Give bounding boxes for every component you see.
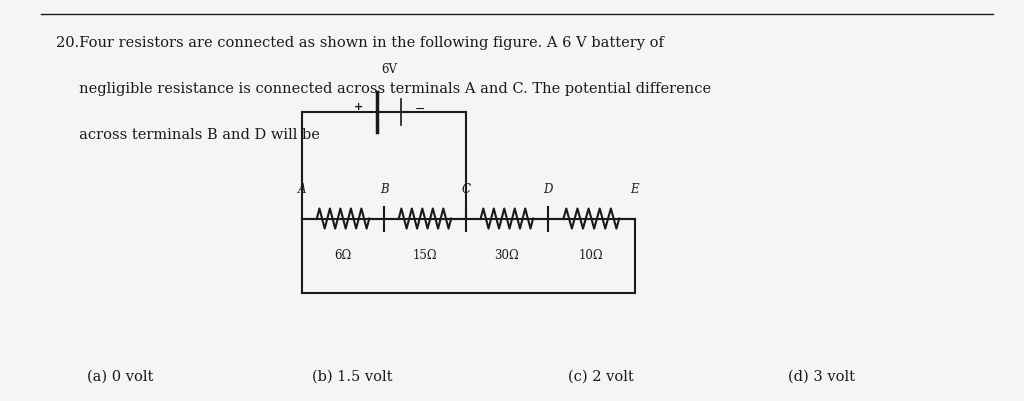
Text: 6Ω: 6Ω: [335, 249, 351, 261]
Text: E: E: [631, 184, 639, 196]
Text: across terminals B and D will be: across terminals B and D will be: [56, 128, 321, 142]
Text: (d) 3 volt: (d) 3 volt: [788, 370, 855, 384]
Text: A: A: [298, 184, 306, 196]
Text: C: C: [462, 184, 470, 196]
Text: D: D: [543, 184, 553, 196]
Text: (c) 2 volt: (c) 2 volt: [568, 370, 634, 384]
Text: −: −: [415, 103, 425, 115]
Text: +: +: [353, 103, 364, 112]
Text: 6V: 6V: [381, 63, 397, 76]
Text: 10Ω: 10Ω: [579, 249, 604, 261]
Text: (b) 1.5 volt: (b) 1.5 volt: [312, 370, 393, 384]
Text: 30Ω: 30Ω: [495, 249, 519, 261]
Text: B: B: [380, 184, 388, 196]
Text: (a) 0 volt: (a) 0 volt: [87, 370, 154, 384]
Text: 15Ω: 15Ω: [413, 249, 437, 261]
Text: negligible resistance is connected across terminals A and C. The potential diffe: negligible resistance is connected acros…: [56, 82, 712, 96]
Text: 20.Four resistors are connected as shown in the following figure. A 6 V battery : 20.Four resistors are connected as shown…: [56, 36, 665, 50]
